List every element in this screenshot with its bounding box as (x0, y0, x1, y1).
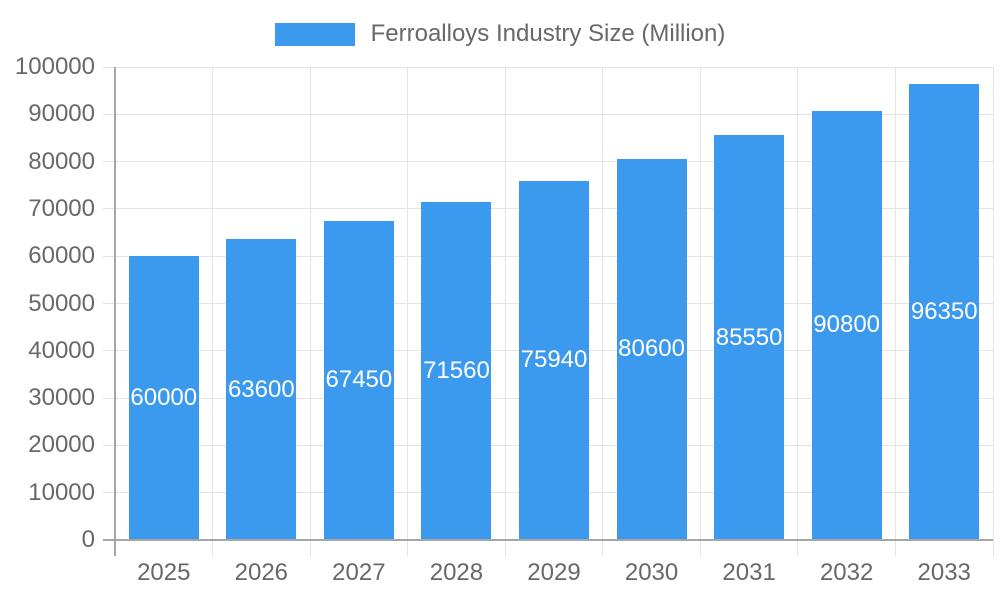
x-axis-line (103, 539, 993, 541)
bar-value-label: 60000 (130, 384, 198, 412)
legend-label: Ferroalloys Industry Size (Million) (370, 20, 726, 47)
y-tick (103, 208, 115, 210)
y-axis-label: 0 (81, 526, 95, 553)
y-tick (103, 161, 115, 163)
y-axis-label: 50000 (28, 289, 95, 317)
y-axis-label: 100000 (14, 53, 95, 80)
x-tick (212, 540, 214, 556)
y-axis-label: 70000 (28, 194, 95, 222)
y-tick (103, 397, 115, 399)
bar-value-label: 63600 (227, 375, 295, 403)
x-gridline (212, 67, 214, 540)
x-axis-label: 2028 (429, 559, 484, 586)
bar[interactable] (128, 256, 199, 540)
y-tick (103, 66, 115, 68)
x-gridline (699, 67, 701, 540)
x-tick (309, 540, 311, 556)
y-gridline (115, 161, 993, 163)
x-gridline (309, 67, 311, 540)
x-axis-label: 2026 (234, 559, 289, 586)
x-tick (699, 540, 701, 556)
bar[interactable] (519, 180, 589, 540)
y-axis-label: 40000 (28, 336, 95, 364)
x-tick (602, 540, 604, 556)
y-tick (103, 350, 115, 352)
y-axis-label: 80000 (28, 147, 95, 175)
y-tick (103, 444, 115, 446)
x-gridline (992, 67, 994, 540)
x-axis-label: 2032 (819, 559, 874, 586)
y-axis-label: 10000 (28, 478, 95, 506)
y-tick (103, 303, 115, 304)
bar[interactable] (714, 135, 785, 540)
x-gridline (602, 67, 604, 540)
y-tick (103, 492, 115, 494)
y-axis-label: 20000 (28, 431, 95, 459)
y-axis-label: 30000 (28, 384, 95, 412)
x-axis-label: 2031 (722, 559, 776, 586)
bar-value-label: 67450 (325, 366, 393, 394)
legend-swatch-icon (274, 22, 355, 46)
bar[interactable] (226, 239, 297, 540)
x-axis-label: 2029 (527, 559, 581, 586)
y-axis-line (114, 67, 116, 556)
x-axis-label: 2025 (137, 559, 191, 586)
legend[interactable]: Ferroalloys Industry Size (Million) (0, 20, 1000, 48)
bar-value-label: 90800 (813, 311, 881, 339)
x-gridline (894, 67, 896, 540)
bar-value-label: 96350 (910, 298, 978, 326)
x-tick (797, 540, 799, 556)
x-gridline (797, 67, 799, 540)
x-axis-label: 2030 (624, 559, 679, 586)
bar[interactable] (811, 110, 882, 540)
bar-value-label: 71560 (423, 356, 490, 384)
y-tick (103, 113, 115, 115)
bar[interactable] (616, 158, 687, 540)
bar-value-label: 85550 (715, 323, 783, 351)
bar[interactable] (909, 84, 980, 540)
x-tick (992, 540, 994, 556)
x-tick (504, 540, 506, 556)
y-gridline (115, 66, 993, 68)
y-tick (103, 255, 115, 257)
bar[interactable] (421, 201, 492, 540)
x-axis-label: 2027 (332, 559, 386, 586)
x-axis-label: 2033 (917, 559, 971, 586)
x-gridline (504, 67, 506, 540)
bar-value-label: 75940 (520, 346, 588, 374)
x-tick (894, 540, 896, 556)
y-gridline (115, 113, 993, 115)
bar-value-label: 80600 (618, 335, 685, 363)
x-tick (407, 540, 409, 556)
y-axis-label: 60000 (28, 242, 95, 270)
bar[interactable] (323, 220, 394, 540)
y-axis-label: 90000 (28, 100, 95, 128)
x-gridline (407, 67, 409, 540)
